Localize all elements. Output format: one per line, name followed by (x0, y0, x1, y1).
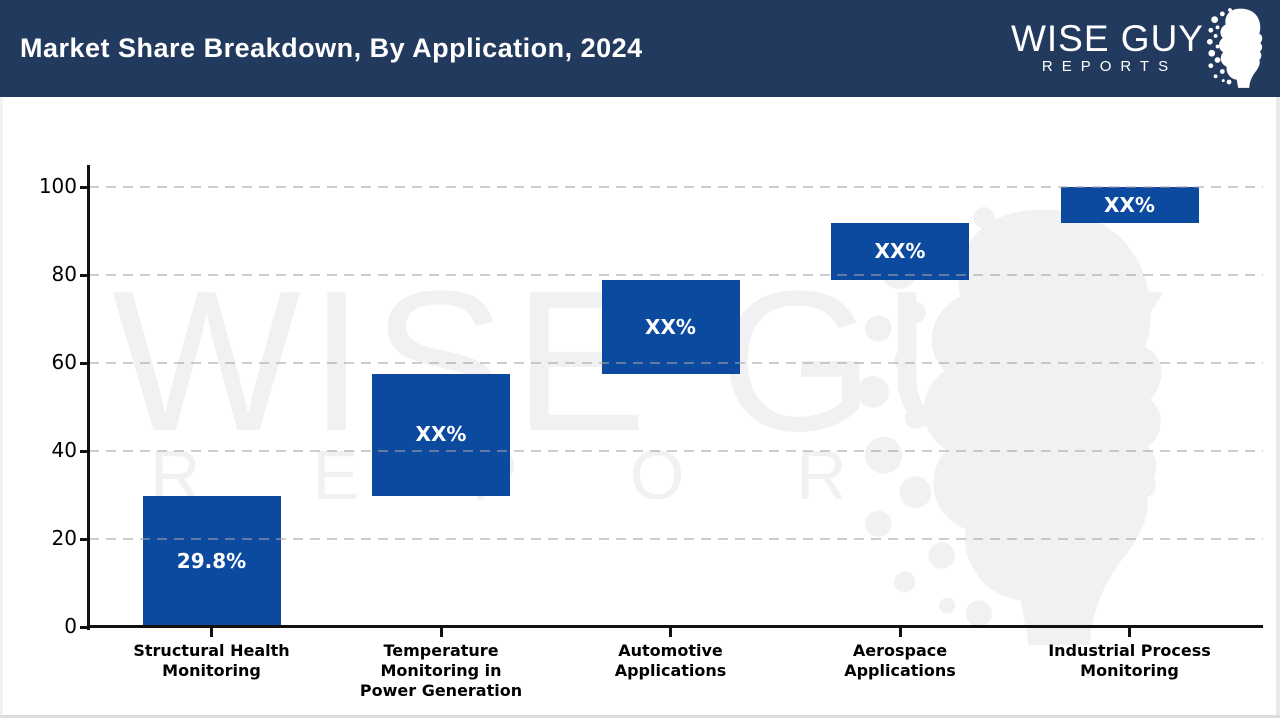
x-axis-tick-1 (210, 628, 213, 637)
logo-wordmark: WISE GUY (1010, 17, 1204, 59)
bar-4 (831, 223, 969, 280)
bar-value-label-3: XX% (645, 314, 696, 339)
bar-value-label-2: XX% (415, 422, 467, 446)
y-axis-tick-0 (80, 626, 89, 629)
x-axis-tick-2 (439, 628, 443, 637)
y-axis-tick-20 (80, 538, 89, 541)
bar-value-label-1: 29.8% (176, 548, 247, 573)
bar-1 (142, 495, 281, 627)
bar-3 (601, 279, 740, 374)
x-axis-line (87, 625, 1263, 628)
y-axis-line (87, 165, 90, 630)
right-edge-border (1276, 97, 1280, 717)
wiseguy-logo: WISE GUY REPORTS (1011, 6, 1266, 89)
gridline-y-60 (89, 362, 1263, 364)
bar-2 (372, 374, 510, 496)
x-axis-tick-3 (669, 628, 672, 637)
y-axis-label-100: 100 (38, 174, 77, 198)
gridline-y-100 (89, 186, 1263, 188)
category-label-4: Aerospace Applications (844, 641, 956, 680)
category-label-3: Automotive Applications (614, 641, 727, 680)
y-axis-label-0: 0 (64, 614, 77, 638)
category-label-5: Industrial Process Monitoring (1048, 641, 1211, 680)
gridline-y-80 (89, 274, 1263, 276)
x-axis-tick-4 (898, 628, 902, 637)
header-bar: Market Share Breakdown, By Application, … (0, 0, 1280, 97)
y-axis-tick-80 (80, 274, 89, 277)
y-axis-label-40: 40 (51, 438, 77, 462)
y-axis-label-60: 60 (51, 350, 77, 374)
bar-5 (1060, 187, 1199, 224)
y-axis-label-20: 20 (51, 526, 77, 550)
bar-value-label-4: XX% (874, 239, 926, 264)
y-axis-label-80: 80 (51, 262, 77, 286)
logo-reports-text: REPORTS (1041, 57, 1178, 75)
gridline-y-20 (89, 538, 1263, 540)
left-edge-border (0, 97, 3, 717)
bar-value-label-5: XX% (1104, 193, 1155, 217)
category-label-1: Structural Health Monitoring (133, 641, 290, 680)
wiseguy-logo-text: WISE GUY REPORTS (1010, 17, 1204, 75)
y-axis-tick-100 (80, 186, 89, 189)
y-axis-tick-40 (80, 450, 89, 453)
x-axis-tick-5 (1128, 628, 1131, 637)
bottom-edge-border (0, 715, 1280, 718)
y-axis-tick-60 (80, 362, 89, 365)
gridline-y-40 (89, 450, 1263, 452)
logo-face-profile-icon (1206, 8, 1263, 88)
page-title: Market Share Breakdown, By Application, … (20, 33, 643, 63)
category-label-2: Temperature Monitoring in Power Generati… (359, 641, 523, 700)
